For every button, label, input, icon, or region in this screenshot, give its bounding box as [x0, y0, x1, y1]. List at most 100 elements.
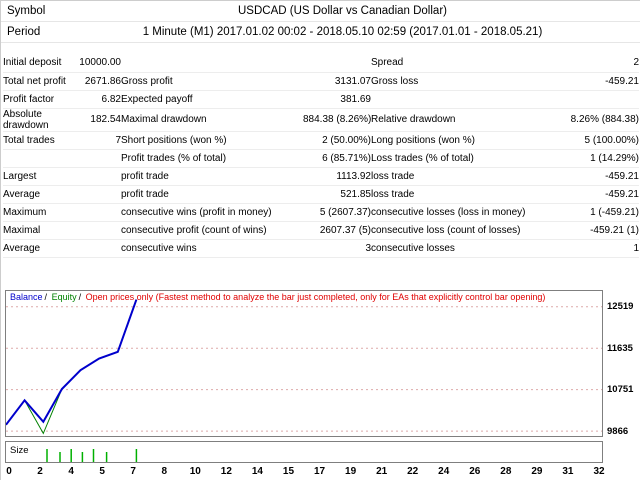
y-axis-tick-label: 12519: [607, 301, 634, 313]
stats-cell-v1-row9: [77, 221, 121, 240]
x-axis-tick-label: 10: [189, 465, 201, 477]
stats-row-9: Maximal consecutive profit (count of wins…: [3, 221, 639, 240]
stats-cell-l2-row10: consecutive wins: [121, 239, 303, 258]
size-panel: Size: [5, 440, 603, 463]
stats-cell-v2-row7: 521.85: [303, 185, 371, 204]
balance-chart-panel: Balance / Equity / Open prices only (Faste…: [1, 289, 640, 478]
x-axis-tick-label: 21: [376, 465, 388, 477]
stats-cell-l1-row10: Average: [3, 239, 77, 258]
x-axis-labels: 0 2 4 5 7 8 10 12 14 15 17 19 21 22 24 26 28 29 31 32: [5, 465, 605, 478]
stats-row-1: Total net profit 2671.86 Gross profit 3131.…: [3, 72, 639, 91]
x-axis-tick-label: 7: [130, 465, 136, 477]
x-axis-tick-label: 14: [251, 465, 263, 477]
stats-table: Initial deposit 10000.00 Spread 2 Total net …: [3, 54, 639, 258]
stats-cell-v2-row6: 1113.92: [303, 167, 371, 186]
size-label: Size: [10, 444, 29, 456]
stats-cell-l2-row3: Maximal drawdown: [121, 108, 303, 132]
x-axis-tick-label: 0: [6, 465, 12, 477]
stats-cell-l1-row1: Total net profit: [3, 72, 77, 91]
stats-row-8: Maximum consecutive wins (profit in money…: [3, 203, 639, 222]
balance-line: [6, 298, 138, 425]
stats-cell-v1-row1: 2671.86: [77, 72, 121, 91]
legend-separator: /: [44, 291, 48, 302]
stats-cell-v3-row5: 1 (14.29%): [551, 149, 639, 168]
stats-cell-l1-row3: Absolute drawdown: [3, 108, 77, 132]
x-axis-tick-label: 22: [407, 465, 419, 477]
stats-row-6: Largest profit trade 1113.92 loss trade -459…: [3, 167, 639, 186]
chart-legend: Balance / Equity / Open prices only (Faste…: [10, 292, 547, 302]
stats-cell-l3-row7: loss trade: [371, 185, 551, 204]
stats-row-5: Profit trades (% of total) 6 (85.71%) Loss…: [3, 149, 639, 168]
y-axis-labels: 12519 11635 10751 9866: [607, 290, 640, 436]
stats-cell-l2-row8: consecutive wins (profit in money): [121, 203, 303, 222]
stats-cell-v1-row4: 7: [77, 131, 121, 150]
stats-cell-l1-row6: Largest: [3, 167, 77, 186]
symbol-value: USDCAD (US Dollar vs Canadian Dollar): [238, 5, 447, 17]
x-axis-tick-label: 24: [438, 465, 450, 477]
stats-cell-v3-row9: -459.21 (1): [551, 221, 639, 240]
stats-row-3: Absolute drawdown 182.54 Maximal drawdown 8…: [3, 108, 639, 132]
y-axis-tick-label: 10751: [607, 384, 634, 396]
stats-cell-v3-row1: -459.21: [551, 72, 639, 91]
stats-cell-l2-row9: consecutive profit (count of wins): [121, 221, 303, 240]
stats-cell-l2-row1: Gross profit: [121, 72, 303, 91]
stats-cell-l3-row4: Long positions (won %): [371, 131, 551, 150]
legend-equity-label: Equity: [51, 291, 77, 302]
symbol-row: Symbol USDCAD (US Dollar vs Canadian Dol…: [1, 1, 640, 22]
stats-cell-v3-row3: 8.26% (884.38): [551, 108, 639, 132]
stats-cell-l3-row2: [371, 90, 551, 109]
stats-cell-l1-row7: Average: [3, 185, 77, 204]
stats-cell-v3-row7: -459.21: [551, 185, 639, 204]
stats-row-10: Average consecutive wins 3 consecutive loss…: [3, 239, 639, 258]
stats-cell-v3-row10: 1: [551, 239, 639, 258]
stats-cell-l3-row3: Relative drawdown: [371, 108, 551, 132]
x-axis-tick-label: 19: [345, 465, 357, 477]
legend-note: Open prices only (Fastest method to anal…: [85, 291, 546, 302]
stats-row-2: Profit factor 6.82 Expected payoff 381.69: [3, 90, 639, 109]
legend-balance-label: Balance: [10, 291, 43, 302]
stats-row-0: Initial deposit 10000.00 Spread 2: [3, 54, 639, 73]
balance-graph-svg: [6, 298, 602, 435]
legend-separator-2: /: [78, 291, 82, 302]
stats-cell-l3-row1: Gross loss: [371, 72, 551, 91]
stats-cell-v2-row9: 2607.37 (5): [303, 221, 371, 240]
stats-cell-l2-row7: profit trade: [121, 185, 303, 204]
stats-cell-v1-row0: 10000.00: [77, 54, 121, 73]
period-label: Period: [7, 26, 41, 38]
stats-cell-v2-row1: 3131.07: [303, 72, 371, 91]
stats-cell-v3-row6: -459.21: [551, 167, 639, 186]
x-axis-tick-label: 4: [68, 465, 74, 477]
x-axis-tick-label: 17: [313, 465, 326, 477]
stats-cell-l1-row9: Maximal: [3, 221, 77, 240]
x-axis-tick-label: 12: [220, 465, 232, 477]
stats-cell-l2-row4: Short positions (won %): [121, 131, 303, 150]
x-axis-tick-label: 29: [531, 465, 543, 477]
stats-cell-v2-row2: 381.69: [303, 90, 371, 109]
stats-cell-v2-row4: 2 (50.00%): [303, 131, 371, 150]
stats-cell-l3-row9: consecutive loss (count of losses): [371, 221, 551, 240]
x-axis-tick-label: 5: [99, 465, 105, 477]
stats-cell-l3-row6: loss trade: [371, 167, 551, 186]
stats-cell-l3-row5: Loss trades (% of total): [371, 149, 551, 168]
stats-cell-v2-row0: [303, 54, 371, 73]
stats-cell-v1-row2: 6.82: [77, 90, 121, 109]
stats-cell-v1-row10: [77, 239, 121, 258]
x-axis-tick-label: 15: [282, 465, 295, 477]
x-axis-tick-label: 32: [593, 465, 605, 477]
stats-cell-l2-row5: Profit trades (% of total): [121, 149, 303, 168]
stats-cell-v3-row4: 5 (100.00%): [551, 131, 639, 150]
stats-cell-l1-row8: Maximum: [3, 203, 77, 222]
stats-cell-v3-row0: 2: [551, 54, 639, 73]
stats-cell-l3-row10: consecutive losses: [371, 239, 551, 258]
x-axis-tick-label: 31: [562, 465, 574, 477]
equity-line: [6, 298, 137, 435]
stats-cell-v1-row5: [77, 149, 121, 168]
stats-cell-v3-row2: [551, 90, 639, 109]
stats-cell-l2-row6: profit trade: [121, 167, 303, 186]
stats-cell-v1-row3: 182.54: [77, 108, 121, 132]
size-ticks-svg: [46, 448, 138, 462]
stats-cell-v2-row8: 5 (2607.37): [303, 203, 371, 222]
stats-cell-v3-row8: 1 (-459.21): [551, 203, 639, 222]
stats-cell-v2-row5: 6 (85.71%): [303, 149, 371, 168]
